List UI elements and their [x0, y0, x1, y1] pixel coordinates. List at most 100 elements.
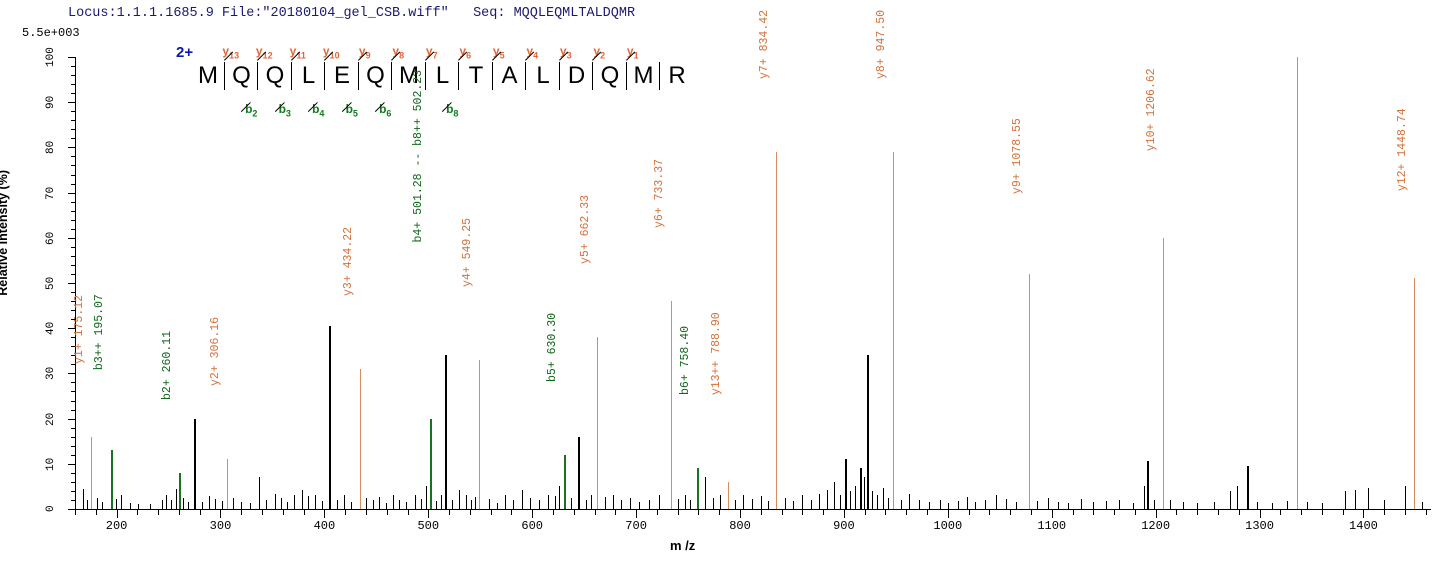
x-axis-minor-tick [1134, 510, 1136, 515]
y-axis-line [75, 57, 76, 510]
spectrum-peak [712, 498, 714, 509]
spectrum-peak [743, 495, 745, 509]
sequence-residue: L [301, 62, 316, 89]
sequence-divider [659, 62, 661, 90]
spectrum-peak [115, 499, 117, 509]
y-axis-tick-label: 80 [45, 140, 57, 154]
x-axis-tick [532, 510, 534, 518]
b-ion-annotation: b6 [379, 102, 392, 119]
y-axis-tick-label: 100 [45, 47, 57, 67]
spectrum-peak [559, 485, 561, 509]
spectrum-peak [1057, 501, 1059, 509]
x-axis-tick-label: 500 [417, 519, 440, 533]
x-axis-minor-tick [1176, 510, 1178, 515]
x-axis-tick [1051, 510, 1053, 518]
y-ion-annotation: y8 [392, 44, 405, 61]
spectrum-peak [1182, 501, 1184, 509]
y-ion-label: y13++ 788.90 [710, 312, 724, 396]
x-axis-minor-tick [823, 510, 825, 515]
spectrum-peak [102, 501, 104, 509]
spectrum-peak [784, 498, 786, 509]
y-axis-tick [68, 509, 75, 510]
x-axis-tick-label: 200 [105, 519, 128, 533]
spectrum-peak [452, 499, 454, 509]
spectrum-peak [475, 497, 477, 509]
y-ion-annotation: y3 [559, 44, 572, 61]
x-axis-minor-tick [282, 510, 284, 515]
b-ion-peak [111, 450, 114, 509]
spectrum-peak [684, 494, 686, 509]
spectrum-peak [258, 477, 260, 509]
y-axis-tick-label: 30 [45, 366, 57, 380]
spectrum-peak [406, 501, 408, 509]
y-ion-label: y10+ 1206.62 [1144, 68, 1158, 151]
spectrum-peak [1153, 499, 1155, 509]
x-axis-minor-tick [1072, 510, 1074, 515]
spectrum-peak [421, 499, 422, 509]
b-ion-label: b3++ 195.07 [93, 294, 107, 371]
y-axis-minor-tick [71, 273, 75, 275]
spectrum-peak [1367, 488, 1369, 509]
x-axis-minor-tick [365, 510, 367, 515]
x-axis-minor-tick [1217, 510, 1219, 515]
x-axis-minor-tick [345, 510, 347, 515]
spectrum-peak [351, 502, 353, 509]
y-ion-label: y2+ 306.16 [208, 317, 222, 387]
spectrum-peak [629, 498, 631, 509]
y-ion-peak [359, 368, 361, 509]
sequence-residue: D [567, 62, 586, 89]
y-axis-minor-tick [71, 319, 75, 321]
spectrum-peak [734, 499, 736, 509]
x-axis-minor-tick [1030, 510, 1032, 515]
sequence-residue: Q [366, 62, 385, 89]
y-axis-minor-tick [71, 472, 75, 474]
sequence-residue: Q [232, 62, 251, 89]
spectrum-peak [149, 504, 151, 509]
spectrum-peak [315, 494, 317, 509]
y-ion-label: y12+ 1448.74 [1396, 108, 1410, 192]
y-ion-annotation: y2 [593, 44, 606, 61]
x-axis-minor-tick [469, 510, 471, 515]
sequence-divider [357, 62, 359, 90]
spectrum-peak [188, 501, 190, 509]
spectrum-peak [365, 497, 367, 509]
sequence-divider [257, 62, 259, 90]
spectrum-peak [249, 502, 251, 509]
x-axis-tick [324, 510, 326, 518]
spectrum-peak [570, 498, 572, 509]
sequence-divider [290, 62, 292, 90]
spectrum-peak [677, 499, 679, 509]
spectrum-peak [720, 495, 722, 509]
spectrum-peak [328, 325, 331, 509]
sequence-divider [458, 62, 460, 90]
spectrum-peak [241, 502, 243, 509]
spectrum-peak [488, 499, 490, 509]
x-axis-minor-tick [178, 510, 180, 515]
y-ion-label: y7+ 834.42 [757, 9, 771, 79]
x-axis-minor-tick [906, 510, 908, 515]
spectrum-peak [530, 498, 532, 509]
spectrum-peak [1006, 499, 1008, 509]
y-axis-tick [68, 237, 75, 239]
y-ion-annotation: y11 [289, 44, 306, 61]
spectrum-peak [613, 494, 615, 509]
spectrum-peak [1321, 502, 1323, 509]
spectrum-peak [215, 499, 217, 509]
spectrum-peak [444, 355, 447, 509]
spectrum-peak [883, 488, 885, 509]
spectrum-peak [440, 495, 442, 509]
spectrum-peak [1197, 502, 1199, 509]
y-axis-tick-label: 10 [45, 457, 57, 471]
spectrum-peak [1016, 501, 1018, 509]
x-axis-minor-tick [407, 510, 409, 515]
spectrum-peak [1068, 502, 1070, 509]
spectrum-peak [586, 499, 588, 509]
spectrum-peak [232, 498, 234, 509]
y-axis-tick-label: 20 [45, 412, 57, 426]
x-axis-minor-tick [137, 510, 139, 515]
y-ion-annotation: y10 [322, 44, 340, 61]
spectrum-peak [995, 495, 997, 509]
spectrum-peak [939, 499, 941, 509]
spectrum-peak [539, 499, 541, 509]
